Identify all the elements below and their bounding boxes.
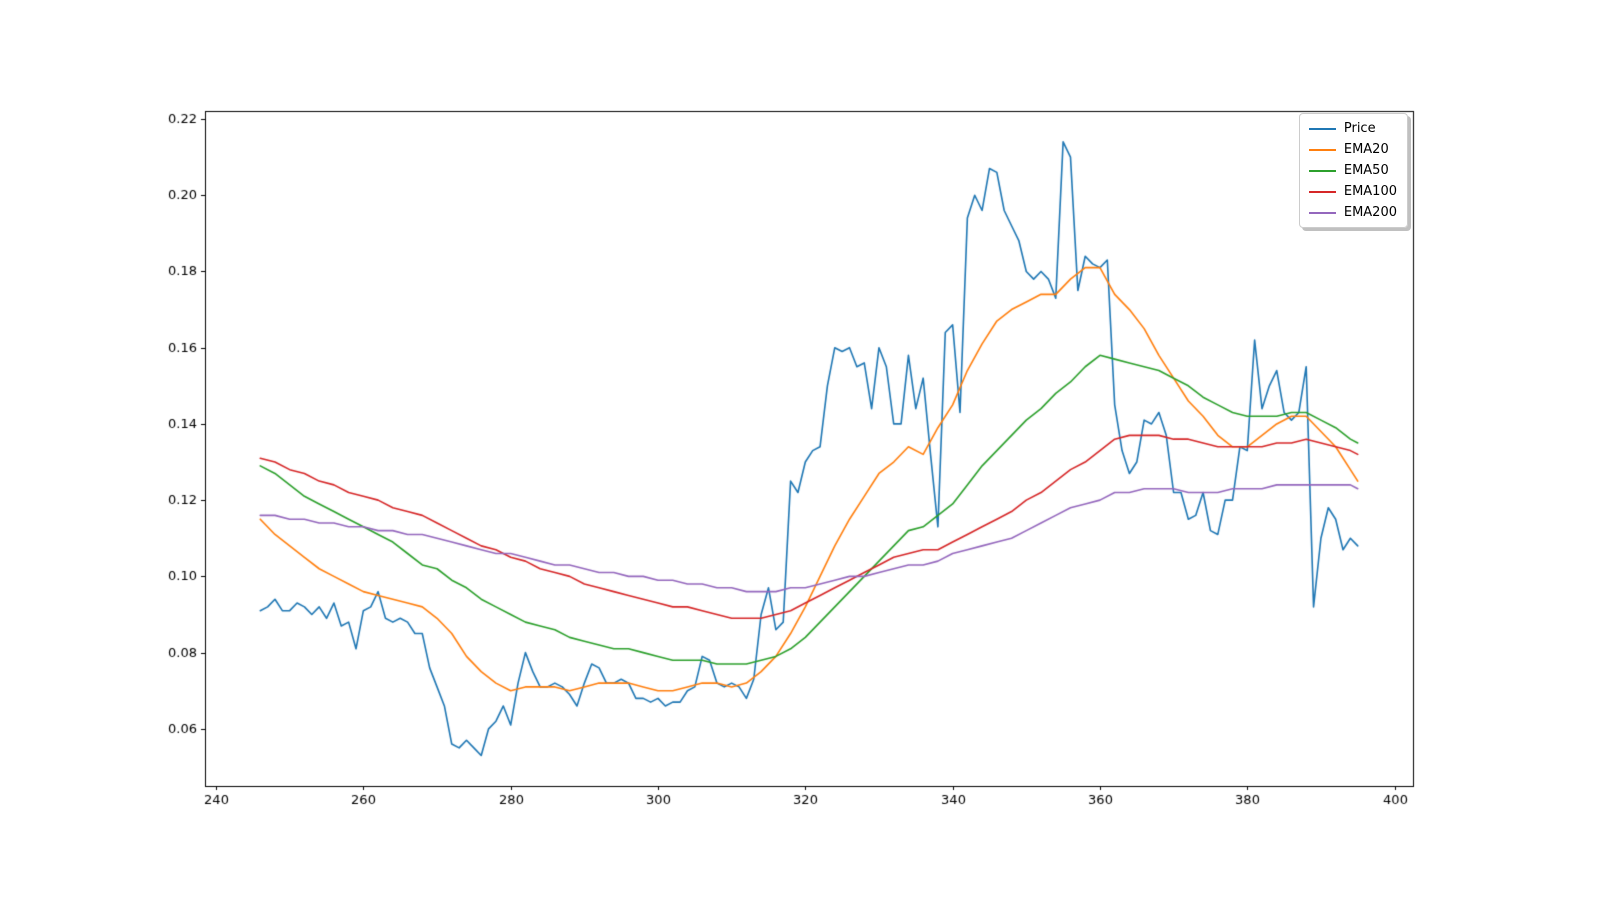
legend-item-ema100: EMA100 (1308, 184, 1397, 199)
legend-label-price: Price (1343, 121, 1376, 136)
legend-item-price: Price (1308, 121, 1397, 136)
legend-line-swatch-ema200 (1308, 211, 1336, 214)
legend-label-ema100: EMA100 (1343, 184, 1397, 199)
legend: Price EMA20 EMA50 EMA100 EMA200 (1298, 113, 1408, 228)
legend-label-ema50: EMA50 (1343, 163, 1389, 178)
legend-line-swatch-ema50 (1308, 169, 1336, 172)
legend-label-ema20: EMA20 (1343, 142, 1389, 157)
legend-line-swatch-ema20 (1308, 148, 1336, 151)
legend-line-swatch-ema100 (1308, 190, 1336, 193)
legend-line-swatch-price (1308, 127, 1336, 130)
legend-item-ema20: EMA20 (1308, 142, 1397, 157)
legend-item-ema50: EMA50 (1308, 163, 1397, 178)
legend-label-ema200: EMA200 (1343, 205, 1397, 220)
legend-item-ema200: EMA200 (1308, 205, 1397, 220)
